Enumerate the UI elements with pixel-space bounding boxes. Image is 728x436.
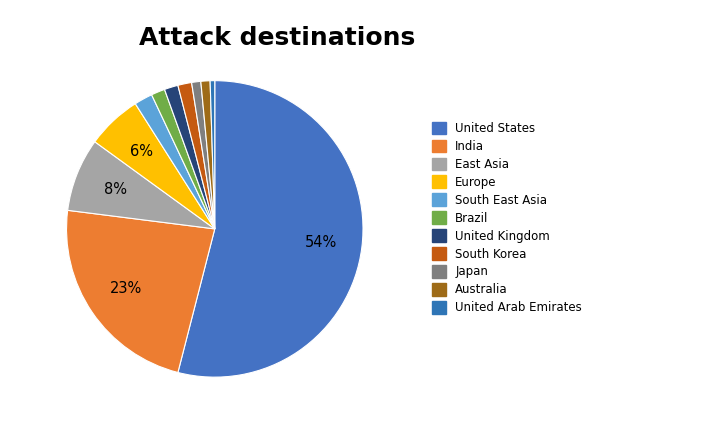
Wedge shape: [68, 142, 215, 229]
Wedge shape: [201, 81, 215, 229]
Text: Attack destinations: Attack destinations: [138, 26, 415, 50]
Wedge shape: [191, 82, 215, 229]
Text: 6%: 6%: [130, 143, 153, 159]
Text: 8%: 8%: [104, 182, 127, 197]
Legend: United States, India, East Asia, Europe, South East Asia, Brazil, United Kingdom: United States, India, East Asia, Europe,…: [428, 118, 585, 318]
Wedge shape: [66, 210, 215, 372]
Text: 54%: 54%: [304, 235, 337, 250]
Wedge shape: [178, 82, 215, 229]
Wedge shape: [151, 89, 215, 229]
Wedge shape: [165, 85, 215, 229]
Text: 23%: 23%: [111, 281, 143, 296]
Wedge shape: [135, 95, 215, 229]
Wedge shape: [178, 81, 363, 377]
Wedge shape: [210, 81, 215, 229]
Wedge shape: [95, 104, 215, 229]
